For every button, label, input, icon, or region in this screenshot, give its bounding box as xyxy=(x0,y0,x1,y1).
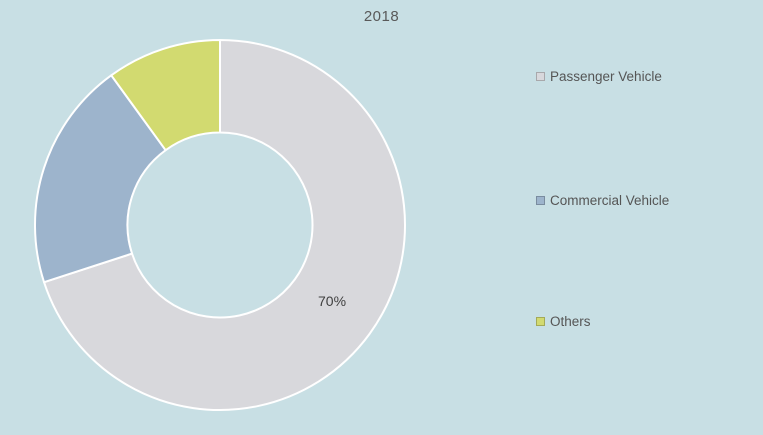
legend-label: Others xyxy=(550,314,591,329)
chart-title: 2018 xyxy=(363,8,400,25)
legend-item-passenger-vehicle[interactable]: Passenger Vehicle xyxy=(536,69,662,84)
legend-item-commercial-vehicle[interactable]: Commercial Vehicle xyxy=(536,193,669,208)
legend-item-others[interactable]: Others xyxy=(536,314,591,329)
legend-swatch-others xyxy=(536,317,545,326)
legend-swatch-commercial-vehicle xyxy=(536,196,545,205)
donut-chart xyxy=(34,39,406,411)
legend: Passenger Vehicle Commercial Vehicle Oth… xyxy=(536,0,756,435)
donut-slice-others[interactable] xyxy=(110,39,221,152)
legend-label: Passenger Vehicle xyxy=(550,69,662,84)
donut-slice-passenger-vehicle[interactable] xyxy=(43,39,406,411)
slice-data-label: 70% xyxy=(318,293,347,309)
donut-slice-commercial-vehicle[interactable] xyxy=(34,74,167,284)
legend-swatch-passenger-vehicle xyxy=(536,72,545,81)
legend-label: Commercial Vehicle xyxy=(550,193,670,208)
